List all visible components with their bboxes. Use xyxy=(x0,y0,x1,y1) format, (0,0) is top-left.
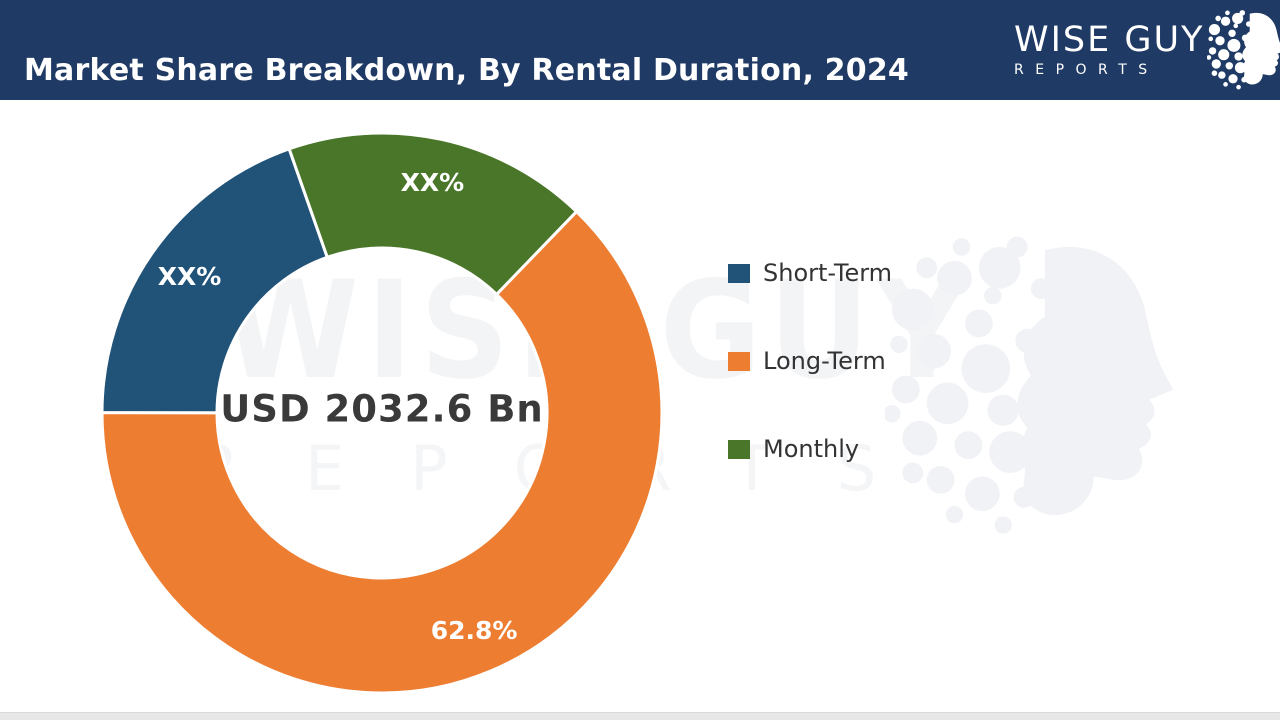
slice-label-long-term: 62.8% xyxy=(431,616,518,645)
chart-legend: Short-Term Long-Term Monthly xyxy=(728,259,892,463)
brand-logo-subtext: REPORTS xyxy=(1014,61,1159,78)
donut-slices: 62.8% XX% XX% xyxy=(100,131,664,695)
brand-logo-wordmark: WISE GUY xyxy=(1014,20,1205,61)
legend-swatch-short-term xyxy=(728,263,750,283)
slice-label-short-term: XX% xyxy=(158,262,222,291)
dotted-face-profile-icon xyxy=(1206,10,1280,90)
donut-center-value: USD 2032.6 Bn xyxy=(220,388,544,431)
legend-label: Long-Term xyxy=(763,347,886,375)
page-title: Market Share Breakdown, By Rental Durati… xyxy=(24,52,909,88)
donut-slice-long-term xyxy=(100,210,664,695)
legend-item-short-term: Short-Term xyxy=(728,259,892,287)
legend-swatch-long-term xyxy=(728,351,750,371)
legend-label: Short-Term xyxy=(763,259,893,287)
legend-swatch-monthly xyxy=(728,439,750,459)
legend-item-long-term: Long-Term xyxy=(728,347,892,375)
legend-label: Monthly xyxy=(763,435,860,463)
donut-slice-short-term xyxy=(100,147,329,415)
footer-strip xyxy=(0,712,1280,720)
legend-item-monthly: Monthly xyxy=(728,435,892,463)
donut-slice-monthly xyxy=(287,131,578,296)
slice-label-monthly: XX% xyxy=(401,168,465,197)
brand-logo: WISE GUY REPORTS xyxy=(1014,6,1280,94)
header-bar: Market Share Breakdown, By Rental Durati… xyxy=(0,0,1280,100)
